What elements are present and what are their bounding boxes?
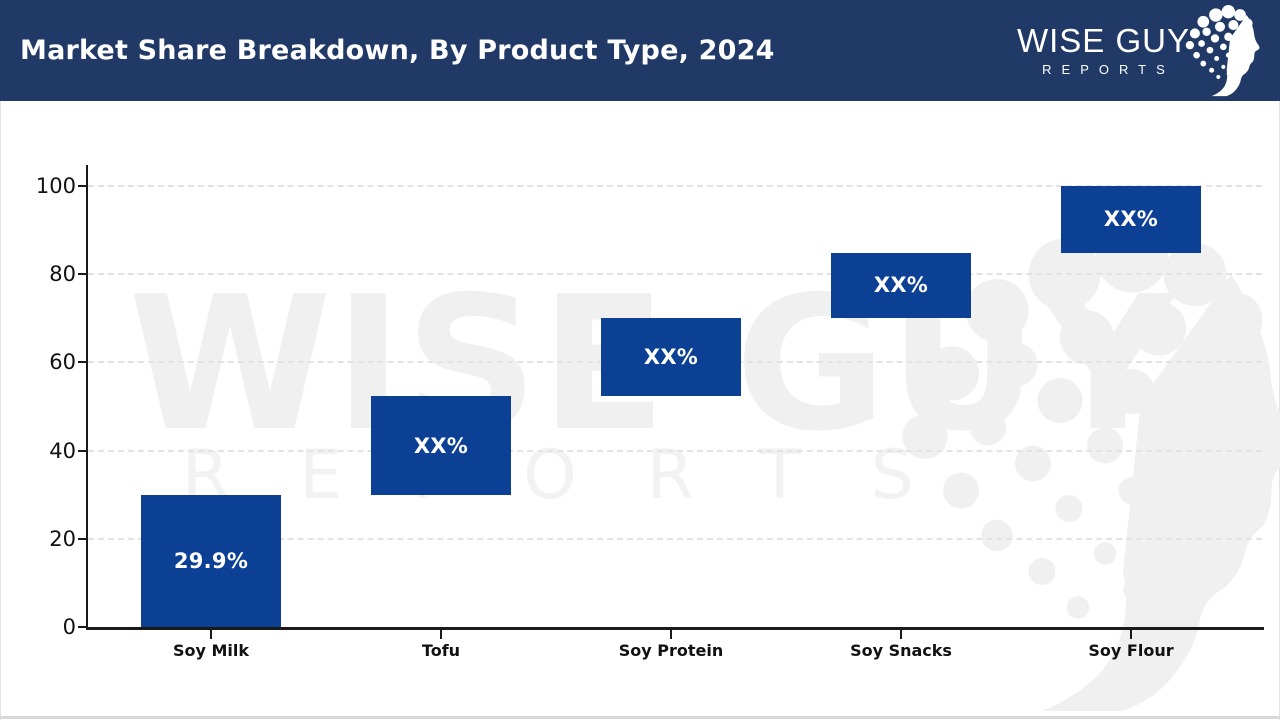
y-axis-tick <box>78 273 87 276</box>
x-axis-tick <box>900 630 902 639</box>
y-axis-line <box>86 165 88 630</box>
bar-value-label: 29.9% <box>173 549 249 574</box>
x-axis-tick <box>670 630 672 639</box>
y-axis-tick-label: 20 <box>49 526 76 551</box>
x-axis-line <box>86 627 1264 630</box>
gridline-80 <box>88 273 1262 276</box>
header: Market Share Breakdown, By Product Type,… <box>0 0 1280 101</box>
y-axis-tick <box>78 185 87 187</box>
y-axis-tick <box>78 537 87 540</box>
y-axis-tick <box>78 626 87 628</box>
gridline-40 <box>88 449 1262 452</box>
gridline-100 <box>88 185 1262 187</box>
bar-value-label: XX% <box>873 273 929 298</box>
brand-head-icon <box>1185 4 1260 96</box>
y-axis-tick-label: 0 <box>62 615 76 639</box>
brand-wordmark: WISE GUY <box>1016 22 1190 59</box>
bar-value-label: XX% <box>413 433 469 458</box>
x-axis-category-label: Tofu <box>421 641 461 660</box>
y-axis-tick-label: 40 <box>49 438 76 463</box>
x-axis-tick <box>1130 630 1132 639</box>
x-axis-category-label: Soy Milk <box>172 641 250 660</box>
y-axis-tick <box>78 449 87 452</box>
y-axis-tick <box>78 361 87 364</box>
brand-logo: WISE GUY REPORTS <box>1017 4 1262 97</box>
bar-soy-flour: XX% <box>1061 186 1201 253</box>
bar-soy-snacks: XX% <box>831 252 971 318</box>
brand-text: WISE GUY REPORTS <box>1017 24 1190 77</box>
bottom-border <box>0 716 1280 719</box>
gridline-20 <box>88 537 1262 540</box>
y-axis-tick-label: 60 <box>49 350 76 375</box>
bar-tofu: XX% <box>371 395 511 496</box>
x-axis-category-label: Soy Protein <box>618 641 724 660</box>
bar-value-label: XX% <box>643 344 699 369</box>
x-axis-tick <box>440 630 442 639</box>
x-axis-tick <box>210 630 212 639</box>
bar-soy-milk: 29.9% <box>141 495 281 627</box>
bar-value-label: XX% <box>1103 207 1159 232</box>
report-title: Market Share Breakdown, By Product Type,… <box>20 35 775 66</box>
x-axis-category-label: Soy Snacks <box>850 641 952 660</box>
x-axis-category-label: Soy Flour <box>1088 641 1174 660</box>
y-axis-tick-label: 80 <box>49 262 76 287</box>
brand-subtext: REPORTS <box>1042 62 1175 77</box>
y-axis-tick-label: 100 <box>35 174 76 198</box>
bar-soy-protein: XX% <box>601 317 741 396</box>
